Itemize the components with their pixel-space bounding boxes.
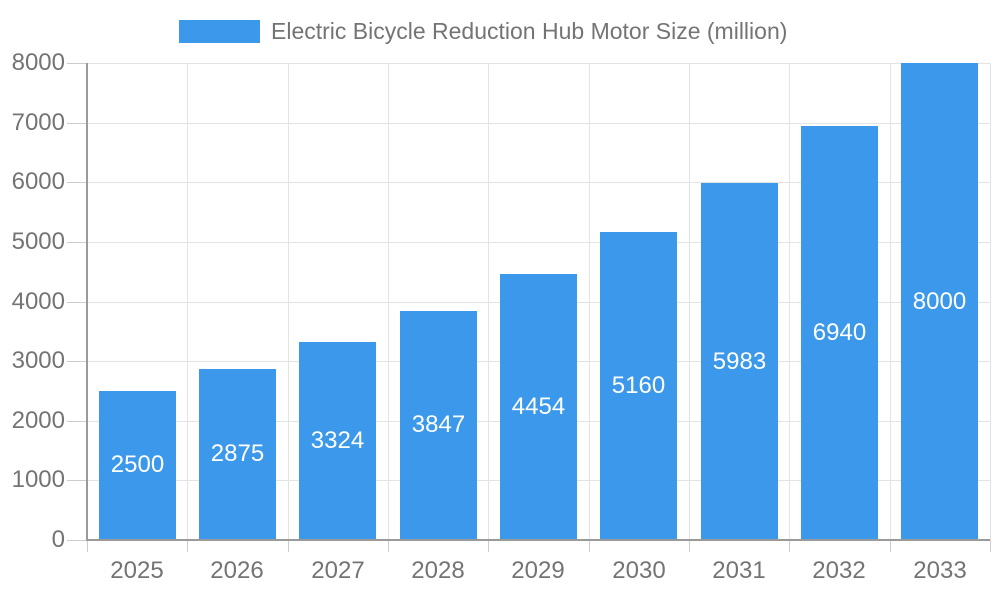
x-gridline — [187, 63, 188, 540]
y-axis-tick — [67, 302, 87, 303]
y-gridline — [87, 242, 990, 243]
x-gridline — [890, 63, 891, 540]
bar-2027[interactable] — [299, 342, 376, 540]
bar-2026[interactable] — [199, 369, 276, 540]
y-axis-tick — [67, 480, 87, 481]
x-axis-tick — [488, 540, 489, 552]
y-axis-label: 0 — [51, 526, 65, 553]
y-gridline — [87, 182, 990, 183]
y-axis-tick — [67, 361, 87, 362]
bar-2033[interactable] — [901, 63, 978, 540]
bar-2030[interactable] — [600, 232, 677, 540]
y-axis-label: 5000 — [11, 228, 65, 255]
x-axis-tick — [789, 540, 790, 552]
x-axis-tick — [890, 540, 891, 552]
x-axis-tick — [187, 540, 188, 552]
x-axis-label: 2028 — [411, 557, 465, 584]
x-gridline — [488, 63, 489, 540]
bar-value-label: 2500 — [110, 451, 165, 478]
y-axis-label: 3000 — [11, 347, 65, 374]
bar-value-label: 6940 — [812, 319, 867, 346]
bar-value-label: 3847 — [411, 411, 466, 438]
x-axis-label: 2025 — [110, 557, 164, 584]
x-gridline — [388, 63, 389, 540]
bar-value-label: 5983 — [712, 348, 767, 375]
legend-swatch — [179, 20, 260, 43]
x-gridline — [589, 63, 590, 540]
y-axis-label: 7000 — [11, 109, 65, 136]
x-axis-tick — [288, 540, 289, 552]
x-gridline — [689, 63, 690, 540]
bar-2025[interactable] — [99, 391, 176, 540]
y-axis-label: 1000 — [11, 466, 65, 493]
x-axis-tick — [689, 540, 690, 552]
y-axis-label: 4000 — [11, 288, 65, 315]
y-axis-tick — [67, 242, 87, 243]
legend-item[interactable]: Electric Bicycle Reduction Hub Motor Siz… — [179, 19, 787, 44]
y-axis-tick — [67, 421, 87, 422]
x-axis-label: 2031 — [712, 557, 766, 584]
x-axis-label: 2026 — [210, 557, 264, 584]
x-gridline — [789, 63, 790, 540]
x-gridline — [990, 63, 991, 540]
y-axis-tick — [67, 63, 87, 64]
x-axis-label: 2029 — [511, 557, 565, 584]
y-axis-tick — [67, 123, 87, 124]
x-axis-tick — [87, 540, 88, 552]
bar-2028[interactable] — [400, 311, 477, 540]
y-gridline — [87, 63, 990, 64]
y-gridline — [87, 123, 990, 124]
x-axis-label: 2027 — [311, 557, 365, 584]
y-axis-label: 2000 — [11, 407, 65, 434]
bar-2029[interactable] — [500, 274, 577, 540]
x-axis-tick — [589, 540, 590, 552]
y-axis-tick — [67, 540, 87, 541]
x-gridline — [288, 63, 289, 540]
legend-label: Electric Bicycle Reduction Hub Motor Siz… — [271, 18, 788, 44]
x-axis-tick — [990, 540, 991, 552]
bar-2031[interactable] — [701, 183, 778, 540]
y-axis-line — [86, 63, 88, 540]
bar-value-label: 8000 — [912, 288, 967, 315]
bar-2032[interactable] — [801, 126, 878, 540]
bar-value-label: 2875 — [210, 440, 265, 467]
y-axis-label: 8000 — [11, 49, 65, 76]
x-axis-tick — [388, 540, 389, 552]
x-axis-line — [86, 539, 990, 541]
x-axis-label: 2032 — [812, 557, 866, 584]
bar-value-label: 3324 — [310, 427, 365, 454]
y-axis-label: 6000 — [11, 168, 65, 195]
x-axis-label: 2030 — [612, 557, 666, 584]
bar-value-label: 5160 — [611, 372, 666, 399]
y-axis-tick — [67, 182, 87, 183]
bar-value-label: 4454 — [511, 393, 566, 420]
x-axis-label: 2033 — [913, 557, 967, 584]
